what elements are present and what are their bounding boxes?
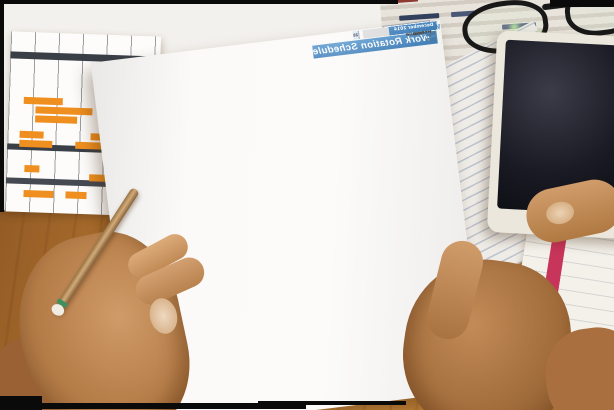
photo-border — [550, 0, 614, 7]
legend-night-shift: Night Shift — [423, 31, 437, 44]
photo-border — [0, 396, 42, 410]
gantt-bar — [24, 165, 40, 173]
gantt-bar — [74, 141, 102, 150]
gantt-bar — [35, 106, 93, 116]
photo-border — [0, 0, 4, 212]
gantt-bar — [65, 191, 87, 200]
gantt-bar — [19, 130, 44, 139]
right-finger-nail — [544, 199, 577, 227]
gantt-bar — [23, 190, 54, 199]
day-cell: 31 — [352, 30, 360, 40]
photo-border — [6, 403, 306, 409]
gantt-bar — [19, 139, 53, 148]
gantt-bar — [23, 96, 63, 106]
photo-border — [258, 401, 406, 405]
day-cells: 1234567891011121314151617181920212223242… — [352, 29, 360, 40]
photo-border — [0, 0, 398, 4]
gantt-bar — [35, 115, 78, 124]
